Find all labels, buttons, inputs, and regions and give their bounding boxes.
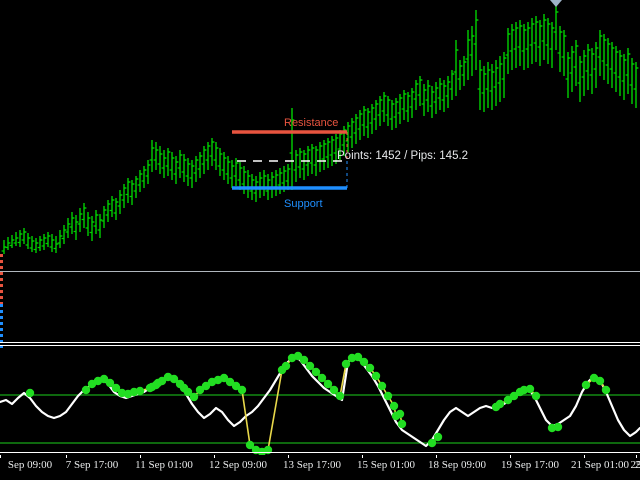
axis-label: 19 Sep 17:00 (500, 459, 560, 471)
axis-label: Sep 09:00 (7, 459, 53, 471)
axis-tickmark (66, 455, 67, 458)
mid-panel-marker-layer (0, 254, 3, 349)
price-chart-panel[interactable] (0, 0, 640, 270)
indicator-spacer-panel[interactable] (0, 254, 640, 349)
axis-label: 12 Sep 09:00 (208, 459, 268, 471)
resistance-label: Resistance (284, 117, 339, 129)
axis-label: 22 Sep 09:00 (634, 459, 640, 471)
oscillator-layer (0, 351, 640, 457)
time-axis[interactable]: Sep 09:00 7 Sep 17:00 11 Sep 01:00 12 Sep 0… (0, 455, 640, 480)
support-resistance-box[interactable] (0, 0, 640, 270)
axis-label: 7 Sep 17:00 (65, 459, 119, 471)
axis-tickmark (636, 455, 637, 458)
support-label: Support (284, 198, 323, 210)
axis-tickmark (510, 455, 511, 458)
axis-label: 13 Sep 17:00 (282, 459, 342, 471)
axis-tickmark (0, 455, 1, 458)
axis-tickmark (436, 455, 437, 458)
axis-divider-top (0, 452, 640, 453)
price-bars-layer (1, 6, 639, 254)
axis-tickmark (362, 455, 363, 458)
points-pips-label: Points: 1452 / Pips: 145.2 (337, 150, 469, 162)
axis-label: 15 Sep 01:00 (356, 459, 416, 471)
axis-label: 18 Sep 09:00 (427, 459, 487, 471)
sell-arrow-marker-icon (550, 0, 562, 7)
axis-tickmark (288, 455, 289, 458)
axis-label: 21 Sep 01:00 (570, 459, 630, 471)
axis-label: 25 (630, 459, 640, 471)
axis-label: 11 Sep 01:00 (135, 459, 193, 471)
axis-tickmark (140, 455, 141, 458)
panel-divider-top (0, 342, 640, 343)
axis-tickmark (214, 455, 215, 458)
axis-tickmark (584, 455, 585, 458)
oscillator-panel[interactable] (0, 348, 640, 457)
panel-divider-bottom (0, 345, 640, 346)
mid-panel-level-line (0, 271, 640, 272)
